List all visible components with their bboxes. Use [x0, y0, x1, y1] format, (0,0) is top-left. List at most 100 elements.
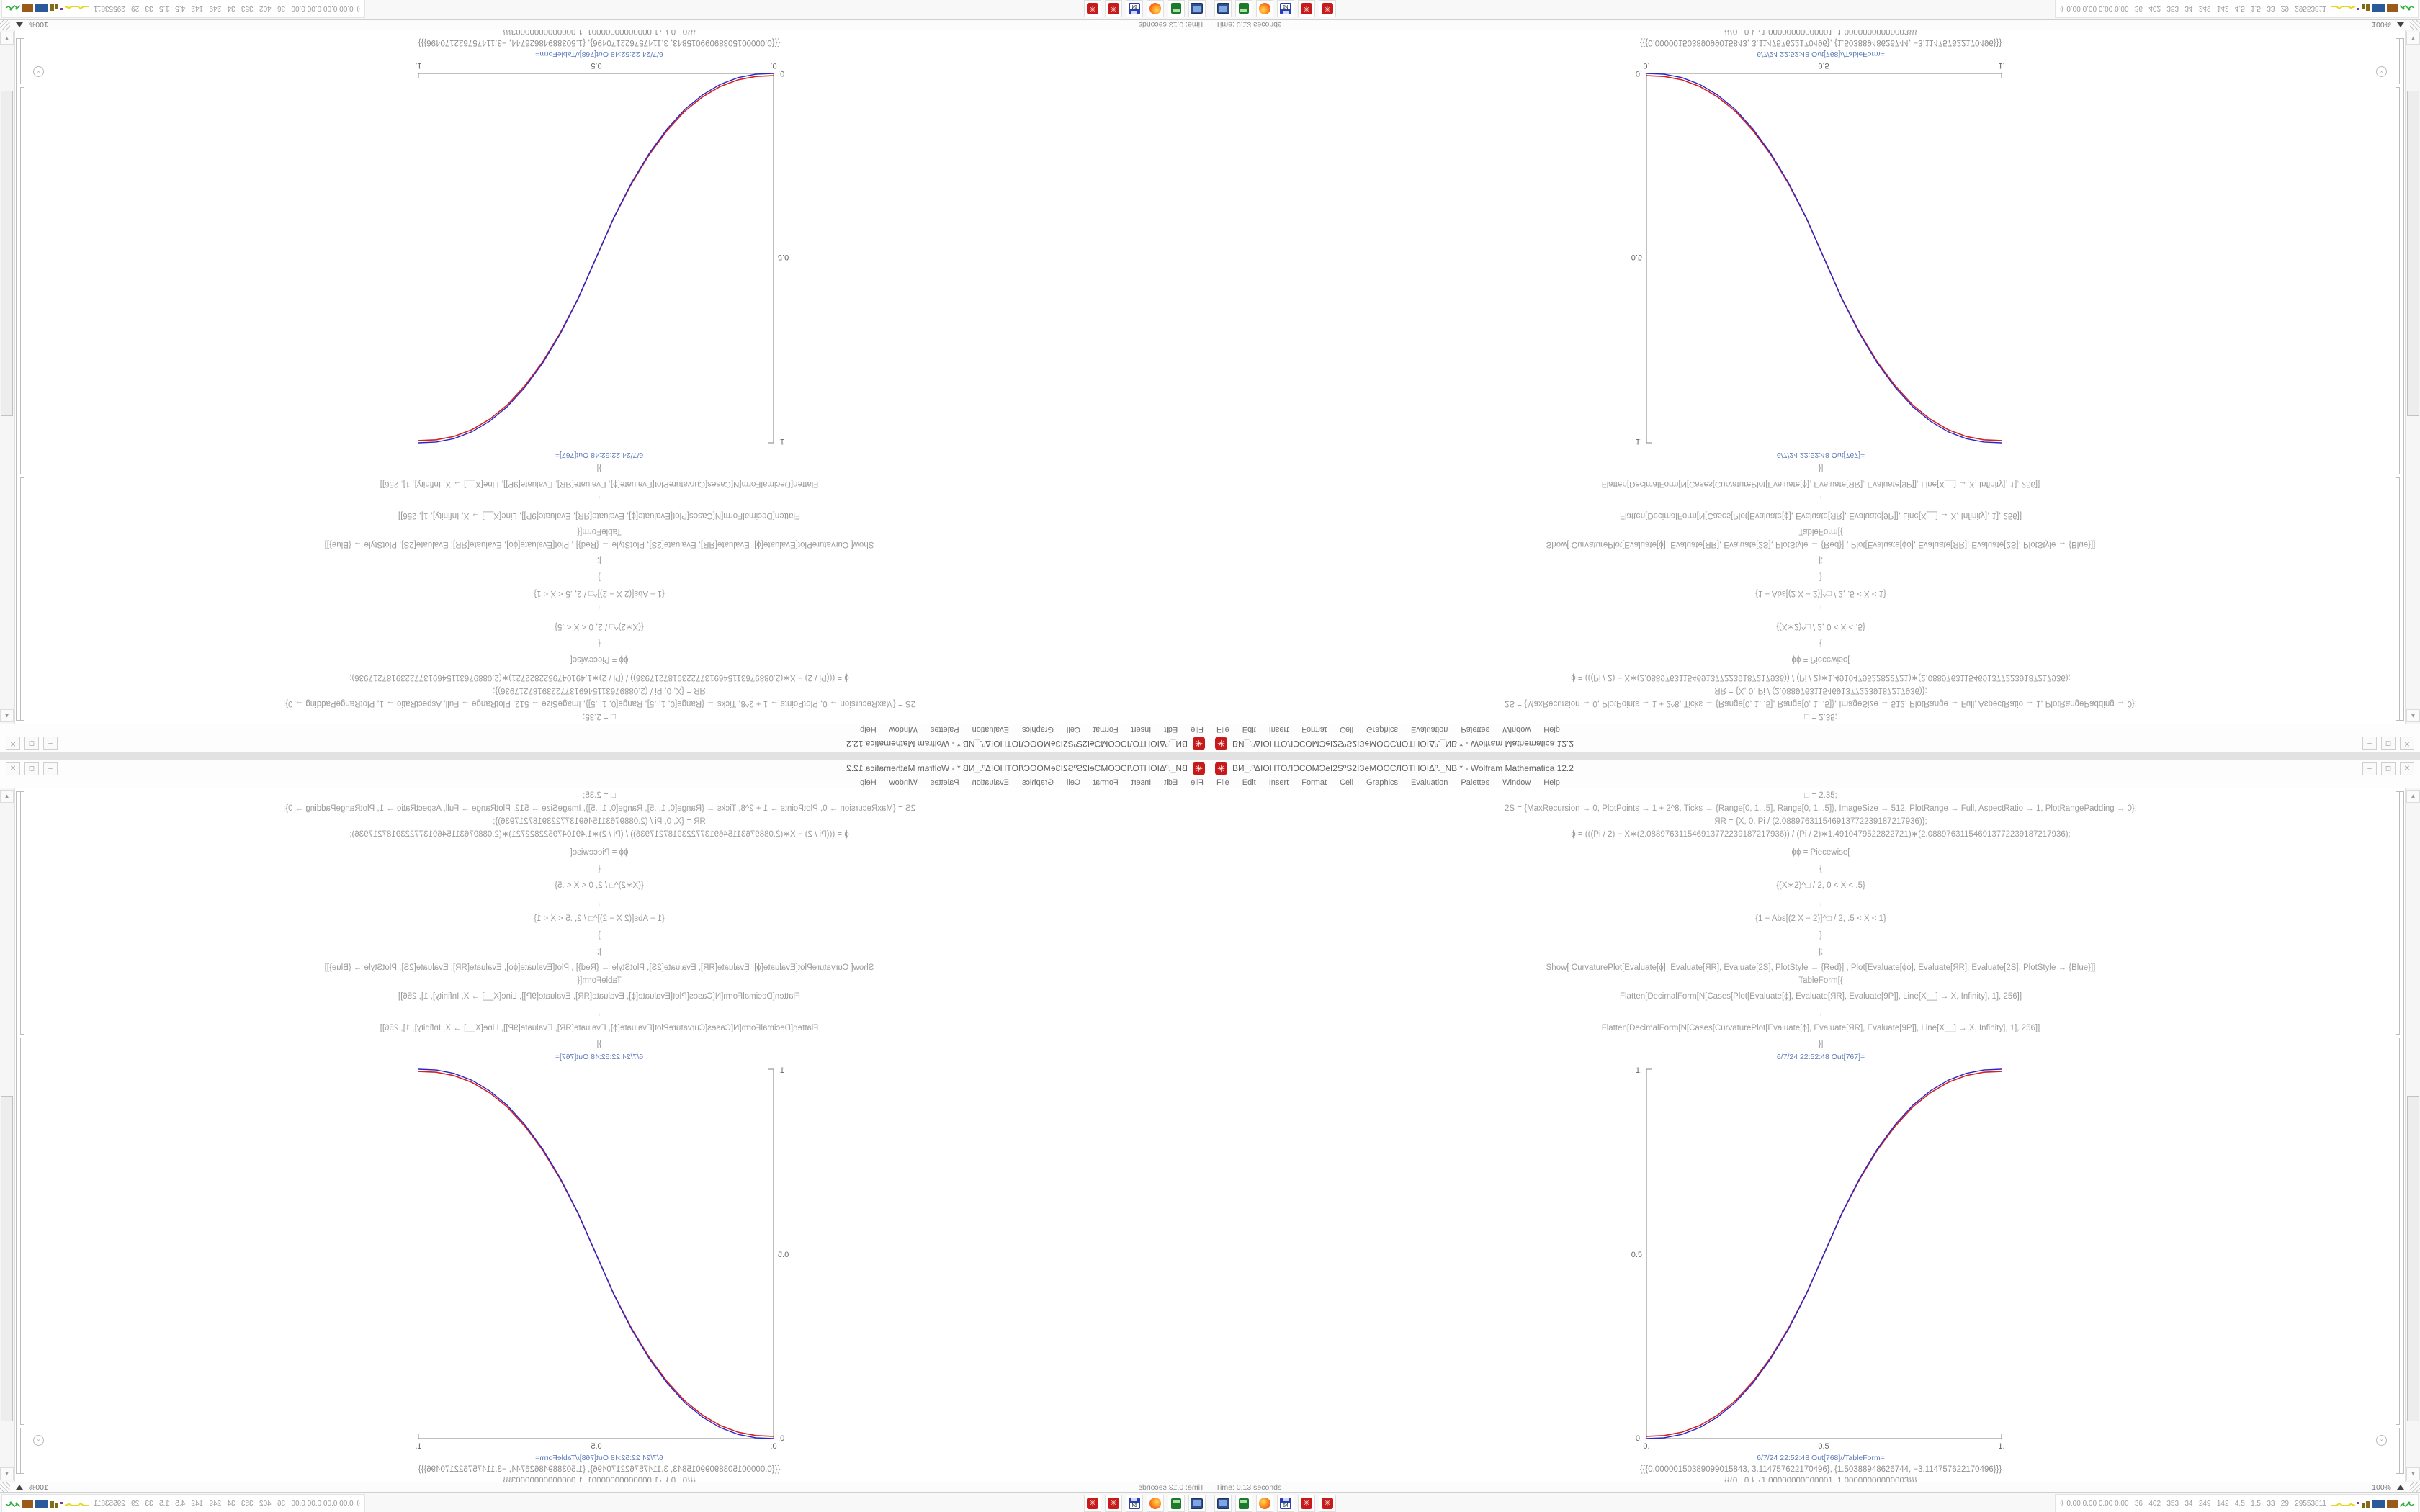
code-line[interactable]: ЯR = {X, 0, Pi / (2.08897631154691377223…	[1714, 817, 1927, 826]
launcher-disk-drive[interactable]	[1168, 1495, 1185, 1512]
menu-item[interactable]: Help	[860, 725, 877, 734]
launcher-red-gear-2[interactable]: ✳	[1084, 1495, 1101, 1512]
launcher-disk-drive[interactable]	[1235, 1495, 1252, 1512]
suggestions-chevron-icon[interactable]: ⌄	[2376, 1435, 2387, 1446]
code-line[interactable]: Flatten[DecimalForm[N[Cases[Plot[Evaluat…	[1619, 992, 2022, 1001]
launcher-red-gear-1[interactable]: ✳	[1105, 1495, 1122, 1512]
launcher-red-gear-1[interactable]: ✳	[1105, 0, 1122, 17]
input-cell-code[interactable]: □ = 2.35; 2S = {MaxRecursion → 0, PlotPoi…	[24, 790, 1174, 1050]
menu-item[interactable]: Format	[1093, 725, 1119, 734]
code-line[interactable]: 2S = {MaxRecursion → 0, PlotPoints → 1 +…	[283, 699, 915, 708]
code-line[interactable]: ,	[1819, 495, 1822, 504]
menu-item[interactable]: Format	[1301, 778, 1327, 787]
menu-item[interactable]: Format	[1093, 778, 1119, 787]
code-line[interactable]: ,	[598, 606, 601, 614]
code-line[interactable]: 2S = {MaxRecursion → 0, PlotPoints → 1 +…	[1505, 699, 2137, 708]
launcher-red-gear-2[interactable]: ✳	[1084, 0, 1101, 17]
menu-item[interactable]: Insert	[1131, 725, 1152, 734]
minimize-button[interactable]: –	[2362, 762, 2377, 775]
launcher-red-gear-1[interactable]: ✳	[1298, 0, 1315, 17]
code-line[interactable]: }	[598, 931, 601, 940]
code-line[interactable]: Show[ CurvaturePlot[Evaluate[ϕ], Evaluat…	[1546, 540, 2096, 549]
tableform-cell-bracket[interactable]	[2396, 1428, 2400, 1474]
code-line[interactable]: 2S = {MaxRecursion → 0, PlotPoints → 1 +…	[1505, 804, 2137, 813]
menu-item[interactable]: Graphics	[1021, 725, 1054, 734]
launcher-disk-drive[interactable]	[1235, 0, 1252, 17]
magnification-dropdown-icon[interactable]	[2397, 22, 2404, 27]
code-line[interactable]: Flatten[DecimalForm[N[Cases[CurvaturePlo…	[1601, 1024, 2040, 1032]
launcher-firefox[interactable]	[1147, 0, 1164, 17]
code-line[interactable]: {	[1819, 639, 1822, 647]
launcher-red-gear-2[interactable]: ✳	[1319, 1495, 1336, 1512]
magnification-dropdown-icon[interactable]	[16, 1485, 23, 1490]
code-line[interactable]: Flatten[DecimalForm[N[Cases[CurvaturePlo…	[380, 1024, 819, 1032]
code-line[interactable]: □ = 2.35;	[583, 791, 616, 800]
scroll-up-arrow[interactable]: ▲	[0, 790, 14, 803]
close-button[interactable]: ✕	[2400, 737, 2414, 750]
maximize-button[interactable]: ◻	[24, 737, 39, 750]
menu-item[interactable]: Palettes	[930, 725, 959, 734]
code-line[interactable]: {	[598, 865, 601, 873]
scroll-down-arrow[interactable]: ▼	[2406, 32, 2420, 45]
suggestions-chevron-icon[interactable]: ⌄	[33, 1435, 44, 1446]
launcher-red-gear-1[interactable]: ✳	[1298, 1495, 1315, 1512]
code-line[interactable]: ϕ = (((Pi / 2) − X∗(2.088976311546913772…	[1571, 673, 2071, 682]
menu-item[interactable]: Evaluation	[1411, 725, 1448, 734]
code-line[interactable]: {(X∗2)^□ / 2, 0 < X < .5}	[555, 881, 644, 890]
magnification-dropdown-icon[interactable]	[16, 22, 23, 27]
code-line[interactable]: }	[1819, 572, 1822, 581]
code-line[interactable]: ϕϕ = Piecewise[	[1791, 848, 1850, 857]
code-line[interactable]: ,	[598, 898, 601, 906]
launcher-computer-monitor[interactable]	[1214, 0, 1232, 17]
menu-item[interactable]: Cell	[1066, 778, 1080, 787]
menu-item[interactable]: File	[1191, 778, 1204, 787]
scrollbar-thumb[interactable]	[2407, 1096, 2419, 1421]
launcher-computer-monitor[interactable]	[1188, 1495, 1206, 1512]
code-line[interactable]: {1 − Abs[(2 X − 2)]^□ / 2, .5 < X < 1}	[1755, 589, 1886, 598]
code-line[interactable]: ЯR = {X, 0, Pi / (2.08897631154691377223…	[493, 817, 706, 826]
code-line[interactable]: {	[598, 639, 601, 647]
menu-item[interactable]: Palettes	[1461, 725, 1490, 734]
launcher-floppy[interactable]: 64	[1277, 0, 1294, 17]
launcher-computer-monitor[interactable]	[1188, 0, 1206, 17]
input-cell-bracket[interactable]	[20, 477, 24, 721]
magnification-value[interactable]: 100%	[29, 20, 48, 29]
scroll-down-arrow[interactable]: ▼	[2406, 1467, 2420, 1480]
window-titlebar[interactable]: ✳ ВИ_.ºΔIОНТОЛЭСОМЭеI2ЅºЅ2IЗеМООСЛОТНОIΔ…	[1210, 734, 2420, 752]
resize-grip[interactable]	[2410, 19, 2420, 30]
vertical-scrollbar[interactable]: ▲ ▼	[2405, 788, 2420, 1482]
magnification-dropdown-icon[interactable]	[2397, 1485, 2404, 1490]
code-line[interactable]: {	[1819, 865, 1822, 873]
magnification-value[interactable]: 100%	[29, 1483, 48, 1492]
code-line[interactable]: ЯR = {X, 0, Pi / (2.08897631154691377223…	[493, 686, 706, 695]
plot-output-cell-bracket[interactable]	[2396, 1038, 2400, 1425]
resize-grip[interactable]	[0, 1482, 10, 1493]
code-line[interactable]: {1 − Abs[(2 X − 2)]^□ / 2, .5 < X < 1}	[1755, 914, 1886, 923]
code-line[interactable]: }	[598, 572, 601, 581]
menu-item[interactable]: Window	[889, 725, 918, 734]
scroll-up-arrow[interactable]: ▲	[0, 709, 14, 722]
cell-group-bracket[interactable]	[2400, 791, 2404, 1474]
scrollbar-thumb[interactable]	[1, 1096, 13, 1421]
scroll-down-arrow[interactable]: ▼	[0, 32, 14, 45]
code-line[interactable]: ϕϕ = Piecewise[	[570, 655, 629, 664]
code-line[interactable]: Show[ CurvaturePlot[Evaluate[ϕ], Evaluat…	[1546, 963, 2096, 972]
minimize-button[interactable]: –	[43, 737, 58, 750]
launcher-floppy[interactable]: 64	[1126, 0, 1143, 17]
menu-item[interactable]: Edit	[1242, 725, 1256, 734]
plot-output-cell-bracket[interactable]	[20, 1038, 24, 1425]
maximize-button[interactable]: ◻	[24, 762, 39, 775]
menu-item[interactable]: Window	[889, 778, 918, 787]
code-line[interactable]: }]	[596, 1040, 602, 1048]
tableform-cell-bracket[interactable]	[20, 1428, 24, 1474]
input-cell-code[interactable]: □ = 2.35; 2S = {MaxRecursion → 0, PlotPoi…	[1246, 790, 2396, 1050]
code-line[interactable]: {1 − Abs[(2 X − 2)]^□ / 2, .5 < X < 1}	[534, 589, 665, 598]
minimize-button[interactable]: –	[43, 762, 58, 775]
menu-item[interactable]: Evaluation	[1411, 778, 1448, 787]
code-line[interactable]: ϕϕ = Piecewise[	[1791, 655, 1850, 664]
launcher-floppy[interactable]: 64	[1126, 1495, 1143, 1512]
menu-item[interactable]: File	[1216, 725, 1229, 734]
code-line[interactable]: □ = 2.35;	[1804, 712, 1837, 721]
